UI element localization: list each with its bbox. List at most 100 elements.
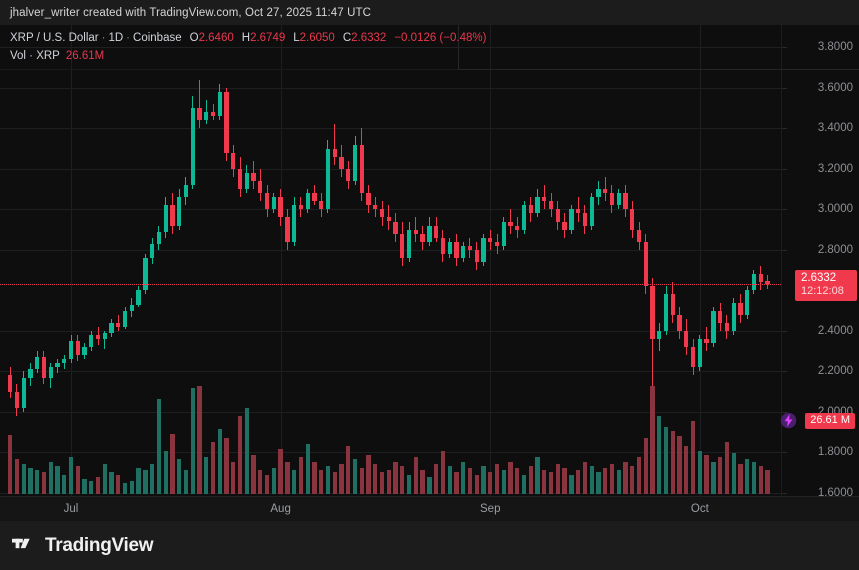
candle-body [312,193,317,202]
price-tick-label: 3.0000 [817,203,853,216]
volume-bar [603,468,608,494]
candle-body [582,213,588,226]
grid-line-horizontal [0,47,781,49]
volume-bar [244,407,249,494]
candle-body [332,148,337,157]
candle-body [109,322,114,333]
volume-bar [528,465,533,494]
volume-bar [285,461,290,494]
candle-body [535,197,540,214]
price-tick-mark [782,330,787,332]
candle-body [217,91,222,117]
volume-bar [508,461,513,494]
volume-bar [149,463,155,494]
candle-body [352,144,358,181]
volume-bar [589,465,594,494]
volume-bar [670,431,675,494]
price-tick-label: 2.8000 [817,243,853,256]
candle-body [251,172,256,181]
candle-body [55,363,60,368]
volume-bar [548,472,554,494]
grid-line-horizontal [0,452,781,454]
candle-body [325,148,331,210]
time-axis[interactable]: Jul Aug Sep Oct [0,496,859,521]
price-tick-mark [782,209,787,211]
candle-body [204,112,209,121]
candle-body [454,241,459,258]
last-price-value: 2.6332 [801,271,837,284]
grid-line-horizontal [0,330,781,332]
candle-body [623,193,628,210]
grid-line-horizontal [0,411,781,413]
volume-bar [48,461,53,494]
volume-bar [95,476,101,494]
time-tick-label: Sep [480,503,501,515]
candle-body [129,304,134,311]
candle-body [481,237,486,263]
volume-bar [156,398,162,494]
volume-bar [542,470,547,494]
candle-body [616,193,621,206]
tradingview-logo[interactable]: TradingView [12,535,154,557]
price-tick-label: 3.8000 [817,41,853,54]
candle-body [177,197,182,226]
price-tick-mark [782,452,787,454]
price-tick-mark [782,168,787,170]
chart-plot-area[interactable] [0,25,781,496]
candle-body [244,172,249,190]
candle-body [663,294,669,331]
candle-body [609,193,615,206]
candle-body [433,225,439,238]
volume-bar [136,468,141,494]
volume-bar [663,427,669,494]
candle-body [751,274,757,291]
volume-bar [319,470,324,494]
price-tick-mark [782,128,787,130]
grid-line-vertical [280,25,282,496]
candle-body [501,221,506,246]
volume-bar [440,450,446,494]
candle-body [149,243,155,258]
price-tick-label: 3.4000 [817,122,853,135]
candle-body [156,231,162,244]
volume-bar [312,461,317,494]
price-axis[interactable]: 3.8000 3.6000 3.4000 3.2000 3.0000 2.8000 2.40… [780,25,859,499]
last-price-countdown: 12:12:08 [801,284,844,297]
candle-body [82,347,87,356]
volume-bar [494,463,500,494]
last-price-line [0,283,781,285]
volume-bar [420,470,425,494]
candle-body [122,310,128,327]
candle-body [271,197,276,210]
candle-body [210,112,216,117]
volume-bar [433,463,439,494]
volume-bar [346,446,351,494]
volume-bar [582,461,588,494]
candle-body [427,225,432,242]
volume-bar [386,470,391,494]
candle-body [163,205,168,232]
candle-body [278,197,283,218]
volume-bar [474,474,479,494]
volume-bar [305,444,310,494]
volume-bar [569,474,574,494]
volume-bar [62,474,67,494]
candle-body [89,334,94,348]
candle-body [528,205,533,214]
volume-bar [717,457,723,494]
candle-body [447,241,452,254]
price-tick-mark [782,47,787,49]
candle-body [136,290,141,305]
candle-wick [198,79,200,129]
candle-body [143,257,148,291]
volume-bar [332,472,337,494]
candle-body [75,341,80,356]
candle-body [68,341,74,360]
volume-bar [501,470,506,494]
candle-wick [104,330,106,350]
candle-body [7,375,13,392]
volume-bar [217,429,222,494]
price-tick-label: 3.2000 [817,162,853,175]
volume-bar [82,478,87,494]
candle-body [704,339,709,344]
